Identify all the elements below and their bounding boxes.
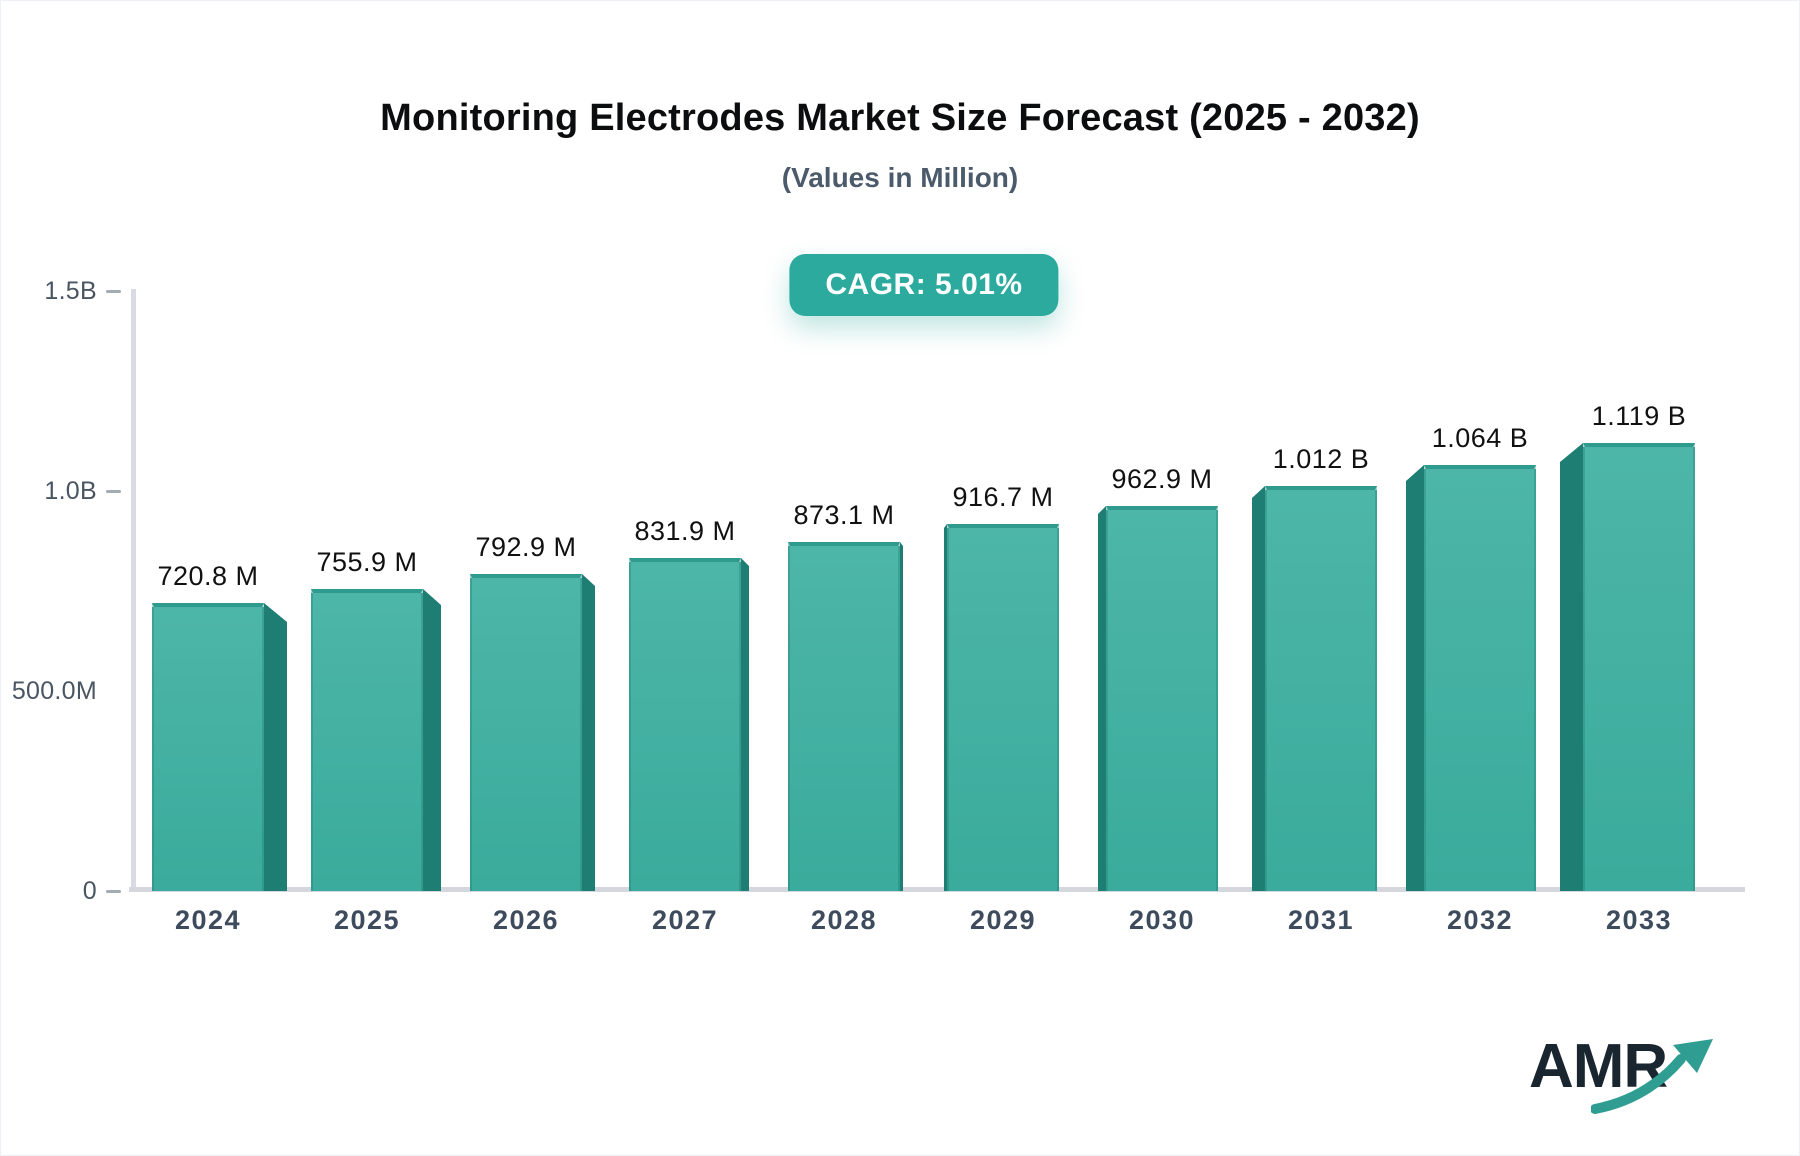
amr-logo: AMR (1529, 1023, 1739, 1128)
bar-face (1583, 443, 1695, 891)
bar-face (947, 524, 1059, 891)
growth-arrow-icon (1591, 1039, 1713, 1114)
bar-face (1424, 465, 1536, 891)
bar-side-shadow (741, 558, 749, 891)
x-axis-label-2027: 2027 (651, 905, 719, 935)
bar-2028 (788, 542, 903, 891)
bar-2029 (944, 524, 1059, 891)
chart-subtitle: (Values in Million) (781, 162, 1019, 193)
cagr-badge: CAGR: 5.01% (789, 254, 1059, 316)
y-axis-tick-label: 500.0M (11, 677, 97, 705)
bar-2027 (629, 558, 749, 891)
bar-side-shadow (423, 589, 441, 891)
bar-value-label-2033: 1.119 B (1591, 401, 1687, 431)
bar-face (629, 558, 741, 891)
bar-2025 (311, 589, 441, 891)
bar-value-label-2029: 916.7 M (952, 482, 1054, 512)
y-axis-tick-mark (106, 490, 121, 493)
x-axis-label-2024: 2024 (174, 905, 242, 935)
bar-value-label-2030: 962.9 M (1111, 464, 1213, 494)
bar-2031 (1252, 486, 1377, 891)
y-axis-tick-mark (106, 290, 121, 293)
bar-side-shadow (1406, 465, 1424, 891)
bar-value-label-2031: 1.012 B (1272, 444, 1370, 474)
bar-side-shadow (1560, 443, 1583, 891)
x-axis-line (129, 887, 1745, 892)
bar-value-label-2025: 755.9 M (316, 547, 418, 577)
x-axis-label-2030: 2030 (1128, 905, 1196, 935)
bar-side-shadow (264, 603, 287, 891)
bar-side-shadow (1252, 486, 1265, 891)
bar-value-label-2026: 792.9 M (475, 532, 577, 562)
bar-side-shadow (582, 574, 595, 891)
bar-2032 (1406, 465, 1536, 891)
x-axis-label-2032: 2032 (1446, 905, 1514, 935)
bar-face (152, 603, 264, 891)
x-axis-label-2031: 2031 (1287, 905, 1355, 935)
chart-title: Monitoring Electrodes Market Size Foreca… (380, 97, 1420, 139)
y-axis-tick-label: 1.0B (44, 477, 97, 505)
bar-face (1265, 486, 1377, 891)
bar-side-shadow (1098, 506, 1106, 891)
cagr-badge-label: CAGR: 5.01% (825, 268, 1023, 301)
bar-face (311, 589, 423, 891)
bar-face (788, 542, 900, 891)
bar-2030 (1098, 506, 1218, 891)
bar-value-label-2024: 720.8 M (157, 561, 259, 591)
x-axis-label-2028: 2028 (810, 905, 878, 935)
bar-value-label-2028: 873.1 M (793, 500, 895, 530)
bar-2024 (152, 603, 287, 891)
bar-side-shadow (944, 524, 947, 891)
bar-value-label-2027: 831.9 M (634, 516, 736, 546)
x-axis-label-2025: 2025 (333, 905, 401, 935)
bar-value-label-2032: 1.064 B (1431, 423, 1529, 453)
y-axis-tick-mark (106, 890, 121, 893)
y-axis-line (131, 289, 136, 892)
x-axis-label-2026: 2026 (492, 905, 560, 935)
y-axis-tick-label: 1.5B (44, 277, 97, 305)
bar-face (1106, 506, 1218, 891)
y-axis-tick-label: 0 (82, 877, 97, 905)
bar-2033 (1560, 443, 1695, 891)
bar-face (470, 574, 582, 891)
bar-2026 (470, 574, 595, 891)
x-axis-label-2033: 2033 (1605, 905, 1673, 935)
bar-side-shadow (900, 542, 903, 891)
x-axis-label-2029: 2029 (969, 905, 1037, 935)
